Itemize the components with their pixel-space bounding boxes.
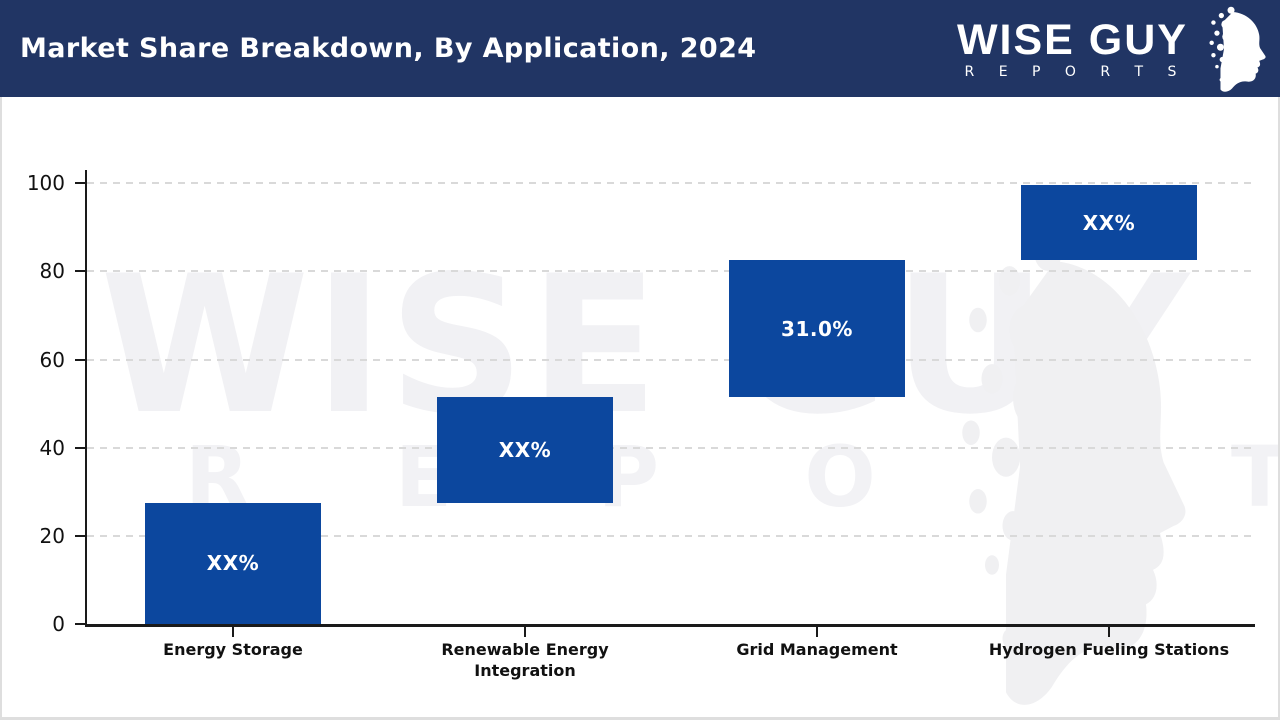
y-tick-label: 40 — [39, 435, 65, 460]
x-tick-mark — [1108, 627, 1110, 637]
y-tick-mark — [75, 270, 85, 273]
frame-border-bottom — [0, 717, 1280, 720]
frame-border-left — [0, 97, 2, 720]
gridline — [87, 534, 1255, 537]
y-tick-mark — [75, 534, 85, 537]
wiseguy-head-icon — [1209, 6, 1266, 92]
bar-segment: XX% — [145, 502, 321, 624]
frame-border-right — [1278, 97, 1280, 720]
gridline — [87, 358, 1255, 361]
page-title: Market Share Breakdown, By Application, … — [20, 33, 757, 64]
gridline — [87, 446, 1255, 449]
x-tick-mark — [232, 627, 234, 637]
wiseguy-logo-line1: WISE GUY — [956, 15, 1188, 64]
bar-value-label: XX% — [1082, 210, 1136, 235]
y-tick-mark — [75, 358, 85, 361]
gridline — [87, 182, 1255, 185]
y-tick-mark — [75, 446, 85, 449]
watermark-head-icon — [962, 231, 1186, 705]
x-tick-label: Hydrogen Fueling Stations — [988, 640, 1230, 659]
wiseguy-logo-line2: R E P O R T S — [964, 64, 1187, 81]
wiseguy-logo: WISE GUY R E P O R T S — [957, 4, 1270, 94]
gridline — [87, 270, 1255, 273]
x-tick-mark — [524, 627, 526, 637]
y-tick-mark — [75, 623, 85, 625]
x-tick-label: Renewable Energy Integration — [441, 640, 609, 680]
y-tick-label: 80 — [39, 259, 65, 284]
bar-value-label: XX% — [498, 437, 552, 462]
bar-value-label: XX% — [206, 551, 260, 576]
wiseguy-logo-text: WISE GUY R E P O R T S — [956, 15, 1188, 81]
bar-segment: XX% — [437, 397, 613, 503]
x-tick-mark — [816, 627, 818, 637]
x-tick-label: Energy Storage — [163, 640, 303, 659]
header-bar: Market Share Breakdown, By Application, … — [0, 0, 1280, 97]
bar-segment: 31.0% — [729, 260, 905, 397]
y-tick-label: 0 — [52, 612, 65, 636]
y-tick-label: 60 — [39, 347, 65, 372]
y-tick-label: 20 — [39, 523, 65, 548]
y-tick-label: 100 — [26, 171, 65, 196]
bar-value-label: 31.0% — [781, 316, 853, 341]
y-tick-mark — [75, 182, 85, 185]
x-tick-label: Grid Management — [736, 640, 898, 659]
bar-segment: XX% — [1021, 185, 1197, 261]
plot-area: 0 20 40 60 80 100 XX% Energy Storage XX% Renewabl… — [27, 170, 1255, 680]
